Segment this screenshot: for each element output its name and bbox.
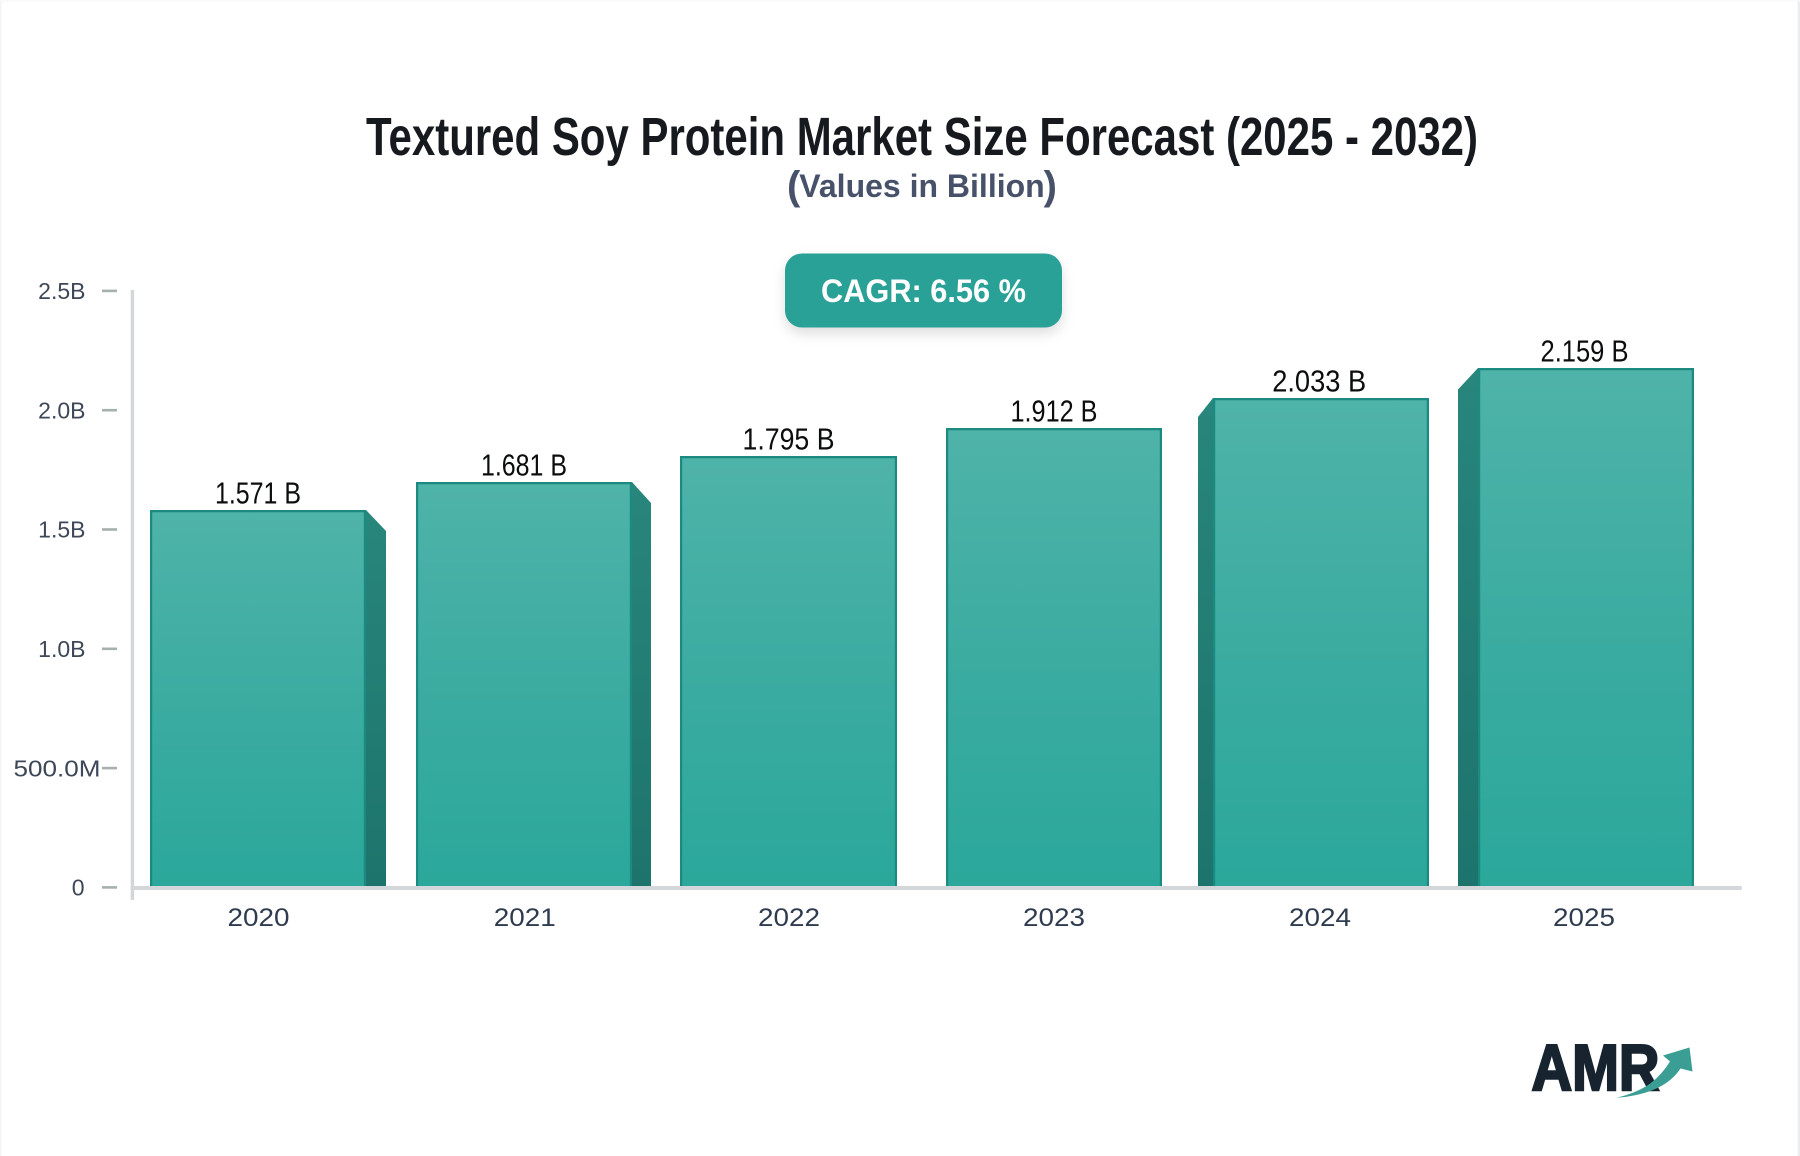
svg-text:2022: 2022 [758,904,820,932]
svg-text:Values in Billion: Values in Billion [799,168,1044,204]
svg-text:CAGR: 6.56 %: CAGR: 6.56 % [821,273,1026,309]
svg-text:2024: 2024 [1289,904,1351,932]
svg-text:1.0B: 1.0B [38,636,85,662]
svg-text:): ) [1044,164,1057,208]
svg-text:0: 0 [72,875,85,901]
svg-text:500.0M: 500.0M [14,755,101,781]
svg-text:1.912 B: 1.912 B [1011,394,1098,429]
svg-text:2023: 2023 [1023,904,1085,932]
svg-text:2021: 2021 [494,904,556,932]
svg-text:1.795 B: 1.795 B [743,422,835,457]
svg-text:2.159 B: 2.159 B [1541,334,1629,369]
svg-text:AMR: AMR [1532,1032,1660,1104]
svg-text:Textured Soy Protein Market Si: Textured Soy Protein Market Size Forecas… [366,107,1478,167]
svg-text:2.5B: 2.5B [38,278,85,304]
svg-text:1.681 B: 1.681 B [481,448,567,483]
svg-text:(: ( [787,164,801,208]
svg-text:2.0B: 2.0B [38,397,85,423]
svg-text:1.5B: 1.5B [38,517,85,543]
svg-text:1.571 B: 1.571 B [215,476,301,511]
svg-text:2025: 2025 [1553,904,1615,932]
svg-text:2.033 B: 2.033 B [1272,364,1366,399]
svg-text:2020: 2020 [228,904,290,932]
